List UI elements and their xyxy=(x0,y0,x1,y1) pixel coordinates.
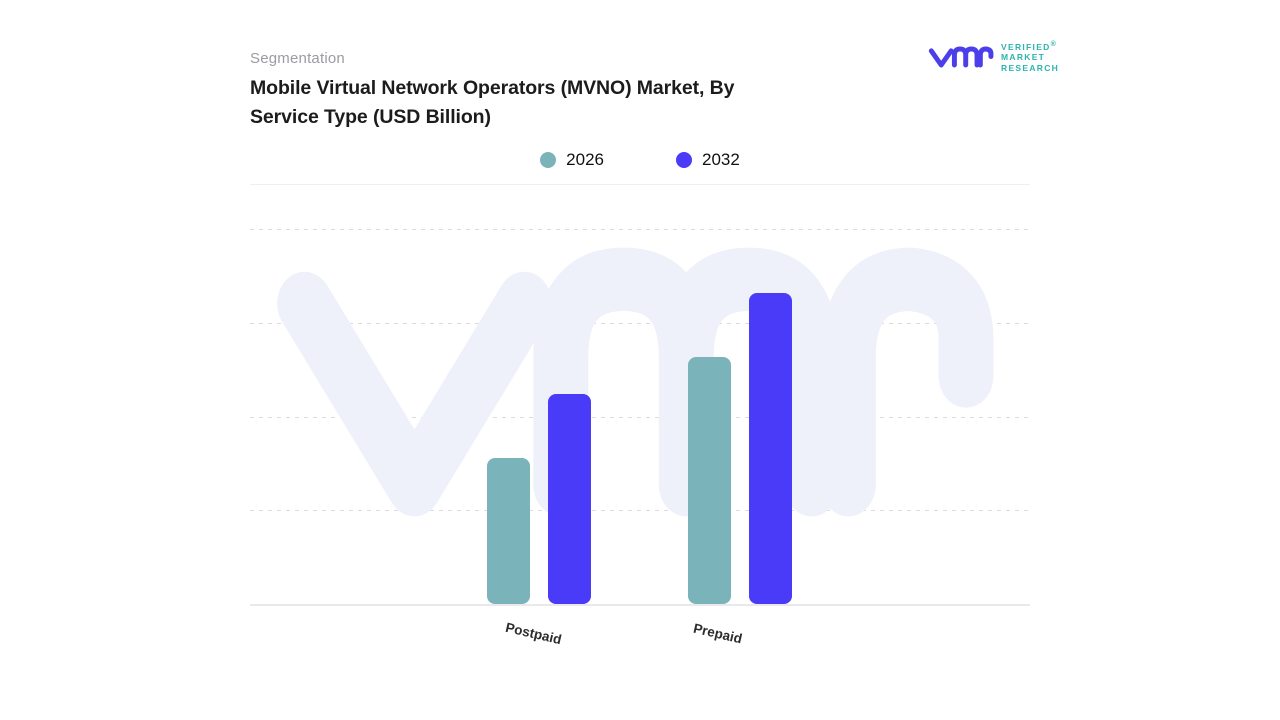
vmr-logo: VERIFIED® MARKET RESEARCH xyxy=(928,40,1059,73)
vmr-wordmark-line2: MARKET xyxy=(1001,52,1046,63)
vmr-wordmark-line3: RESEARCH xyxy=(1001,62,1060,73)
chart-title-line1: Mobile Virtual Network Operators (MVNO) … xyxy=(250,77,735,99)
legend-label-2026: 2026 xyxy=(566,150,604,169)
vmr-wordmark-line1: VERIFIED® xyxy=(1001,41,1056,52)
x-axis-label-postpaid: Postpaid xyxy=(504,619,564,648)
registered-trademark: ® xyxy=(1050,41,1056,48)
gridline xyxy=(250,322,1030,324)
x-axis-label-prepaid: Prepaid xyxy=(692,620,744,647)
gridline xyxy=(250,229,1030,230)
vmr-wordmark: VERIFIED® MARKET RESEARCH xyxy=(1001,40,1059,73)
legend-item-2032: 2032 xyxy=(676,150,740,170)
legend-item-2026: 2026 xyxy=(540,150,604,170)
legend-dot-2026 xyxy=(540,152,557,168)
bar-group-postpaid xyxy=(487,229,591,604)
vmr-watermark-icon xyxy=(277,247,994,517)
gridline xyxy=(250,416,1030,418)
bar-2026-postpaid xyxy=(487,457,530,604)
vmr-monogram-icon xyxy=(928,46,994,68)
legend-label-2032: 2032 xyxy=(702,150,740,169)
bar-2026-prepaid xyxy=(688,356,731,604)
x-axis-line xyxy=(250,604,1030,606)
section-label: Segmentation xyxy=(250,50,345,67)
chart-legend: 2026 2032 xyxy=(250,150,1030,170)
chart-title: Mobile Virtual Network Operators (MVNO) … xyxy=(250,74,735,132)
header-divider xyxy=(250,184,1030,185)
gridline xyxy=(250,510,1030,512)
plot-area: Postpaid Prepaid xyxy=(250,229,1030,647)
chart-title-line2: Service Type (USD Billion) xyxy=(250,106,491,128)
bar-2032-postpaid xyxy=(548,394,591,604)
legend-dot-2032 xyxy=(676,152,692,168)
bar-group-prepaid xyxy=(688,229,792,604)
bar-2032-prepaid xyxy=(749,292,792,604)
